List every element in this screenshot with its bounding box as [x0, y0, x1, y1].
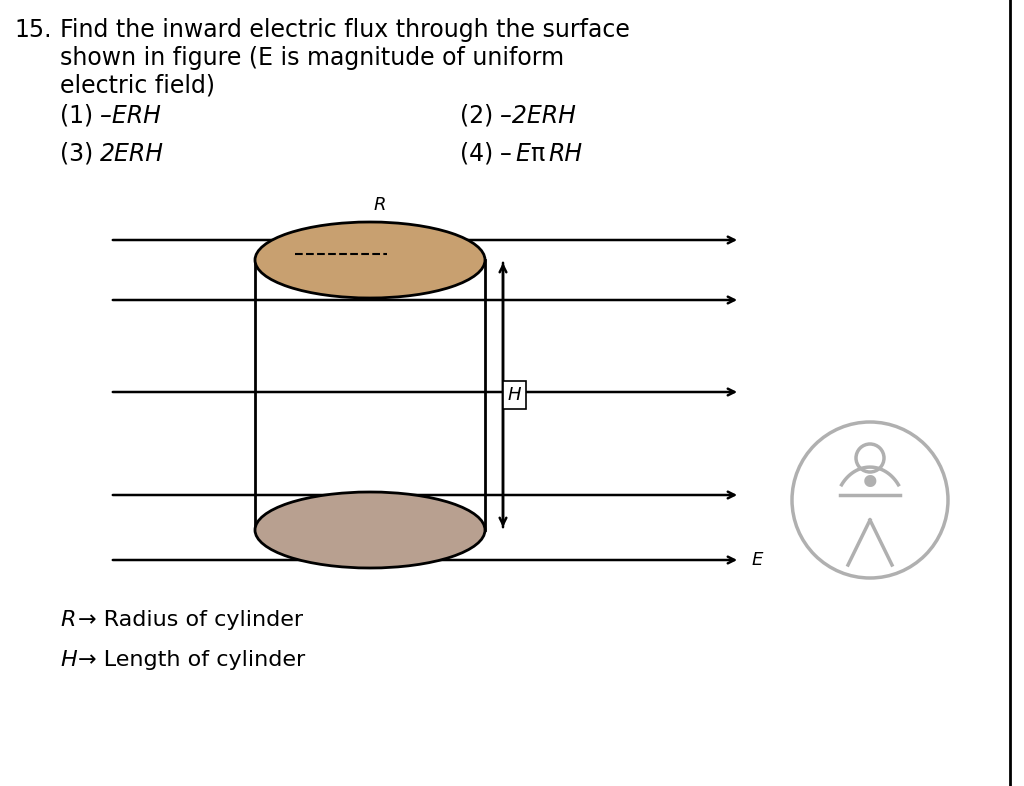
Ellipse shape [255, 222, 485, 298]
Text: → Length of cylinder: → Length of cylinder [78, 650, 305, 670]
Text: –2ERH: –2ERH [500, 104, 575, 128]
Text: $H$: $H$ [60, 650, 78, 670]
Text: $R$: $R$ [60, 610, 76, 630]
Text: (2): (2) [460, 104, 494, 128]
Text: 15.: 15. [14, 18, 51, 42]
Text: → Radius of cylinder: → Radius of cylinder [78, 610, 303, 630]
Text: E: E [515, 142, 529, 166]
Text: •: • [858, 464, 883, 506]
Text: (4): (4) [460, 142, 494, 166]
Text: –ERH: –ERH [100, 104, 161, 128]
Text: E: E [752, 551, 763, 569]
Text: electric field): electric field) [60, 74, 215, 98]
Text: H: H [508, 386, 521, 404]
Bar [255, 260, 485, 530]
Text: RH: RH [548, 142, 582, 166]
Text: –: – [500, 142, 512, 166]
Text: (1): (1) [60, 104, 93, 128]
Text: (3): (3) [60, 142, 93, 166]
Text: shown in figure (E is magnitude of uniform: shown in figure (E is magnitude of unifo… [60, 46, 564, 70]
Text: Find the inward electric flux through the surface: Find the inward electric flux through th… [60, 18, 630, 42]
Text: 2ERH: 2ERH [100, 142, 164, 166]
Text: R: R [374, 196, 386, 214]
Ellipse shape [255, 492, 485, 568]
Text: π: π [530, 142, 544, 166]
